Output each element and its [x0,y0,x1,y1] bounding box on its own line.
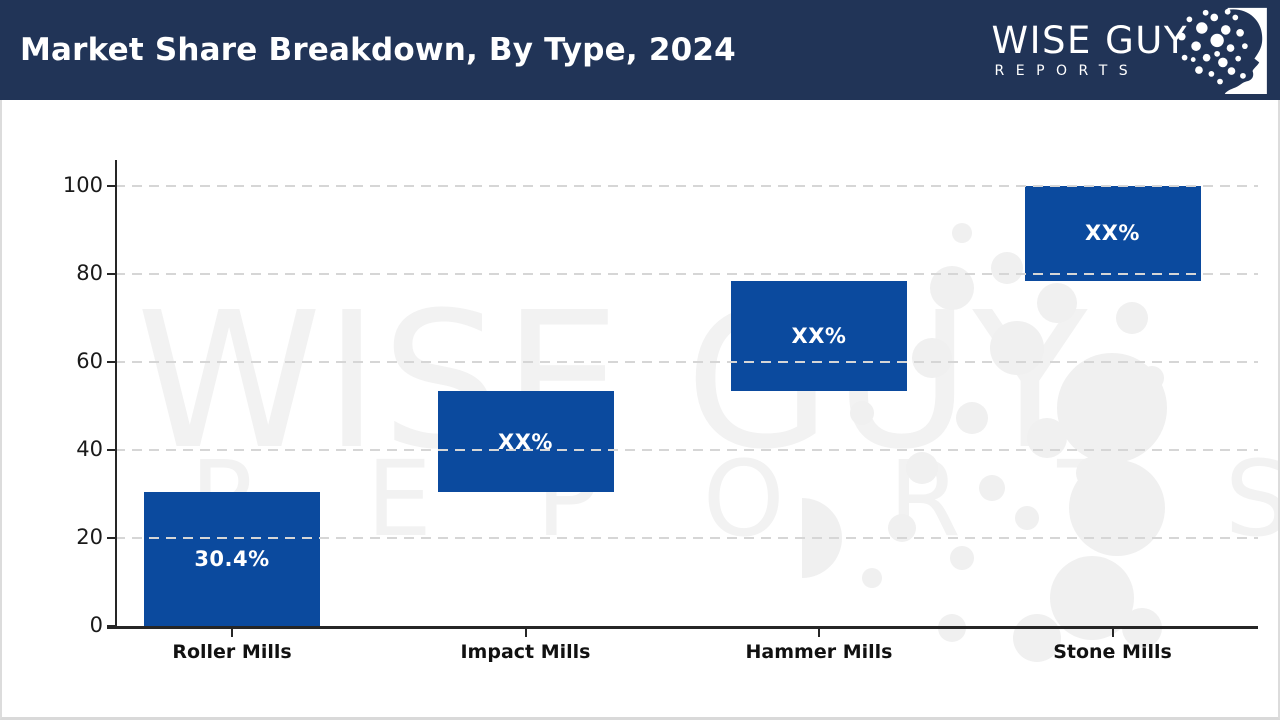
chart-card: WISE GUY REPORTS 30.4% XX% XX% XX% 0 20 40 60 8… [0,100,1280,720]
bar-value-label: XX% [791,323,847,348]
watermark-dotted-face [802,218,1167,662]
y-axis-tick [107,185,115,187]
gridline [115,273,1258,275]
gridline [115,537,1258,539]
dotted-face-profile-icon [1177,7,1267,94]
brand-logo-text: WISE GUY REPORTS [991,19,1188,79]
x-axis-tick [524,629,527,637]
gridline [115,361,1258,363]
y-tick-label: 100 [62,173,103,197]
y-axis-tick [107,537,115,539]
y-tick-label: 60 [76,349,103,373]
x-axis-tick [818,629,820,637]
header-bar: Market Share Breakdown, By Type, 2024 WI… [0,0,1280,100]
bar: XX% [731,280,907,392]
y-axis-tick [107,361,115,363]
y-tick-label: 0 [89,613,103,637]
y-axis [115,160,117,629]
bar: XX% [1024,186,1201,281]
x-axis-tick [1111,629,1114,637]
brand-subname: REPORTS [994,62,1140,79]
x-axis-tick [231,629,233,637]
y-axis-tick [107,625,115,627]
brand-name: WISE GUY [991,19,1188,63]
x-tick-label: Roller Mills [172,641,292,663]
x-tick-label: Hammer Mills [745,641,893,663]
bar: 30.4% [144,492,320,626]
gridline [115,185,1258,187]
page-title: Market Share Breakdown, By Type, 2024 [20,32,736,68]
bar-value-label: 30.4% [194,547,270,572]
x-axis [107,626,1258,629]
y-tick-label: 20 [76,525,103,549]
y-axis-tick [107,449,115,451]
bar: XX% [437,391,614,493]
brand-logo: WISE GUY REPORTS [992,6,1268,94]
gridline [115,449,1258,451]
y-axis-tick [107,273,115,275]
x-tick-label: Impact Mills [460,641,591,663]
x-tick-label: Stone Mills [1053,641,1172,663]
bar-value-label: XX% [1085,221,1140,246]
y-tick-label: 80 [76,261,103,285]
y-tick-label: 40 [76,437,103,461]
